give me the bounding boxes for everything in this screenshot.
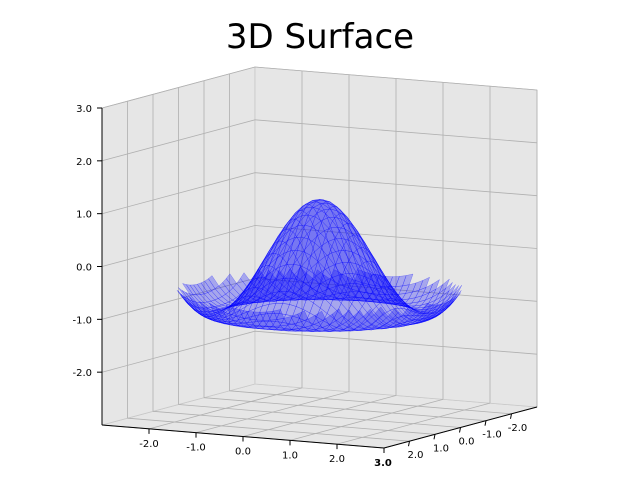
z-tick-label: 0.0 bbox=[76, 263, 92, 274]
y-tick-label: 1.0 bbox=[433, 443, 449, 454]
x-tick-label: -2.0 bbox=[139, 439, 159, 450]
x-tick-label: 3.0 bbox=[374, 458, 392, 469]
z-tick-label: -2.0 bbox=[72, 368, 92, 379]
axis-lines bbox=[97, 107, 538, 453]
surface-mesh bbox=[176, 199, 462, 332]
x-tick-label: 1.0 bbox=[282, 450, 298, 461]
chart-title: 3D Surface bbox=[225, 17, 415, 57]
y-tick-label: 2.0 bbox=[408, 450, 424, 461]
y-tick-label: 0.0 bbox=[459, 437, 475, 448]
z-tick-label: 1.0 bbox=[76, 210, 92, 221]
x-tick-label: 2.0 bbox=[329, 454, 345, 465]
x-tick-label: -1.0 bbox=[186, 443, 206, 454]
y-tick-label: -2.0 bbox=[508, 423, 528, 434]
tick-labels: -2.0 -1.0 0.0 1.0 2.0 3.0 2.0 1.0 0.0 -1.0 -2.0 -2.… bbox=[72, 104, 527, 469]
x-tick-label: 0.0 bbox=[235, 447, 251, 458]
y-tick-label: -1.0 bbox=[482, 430, 502, 441]
z-tick-label: -1.0 bbox=[72, 315, 92, 326]
z-tick-label: 2.0 bbox=[76, 157, 92, 168]
grid-lines bbox=[101, 66, 538, 449]
z-tick-label: 3.0 bbox=[76, 104, 92, 115]
